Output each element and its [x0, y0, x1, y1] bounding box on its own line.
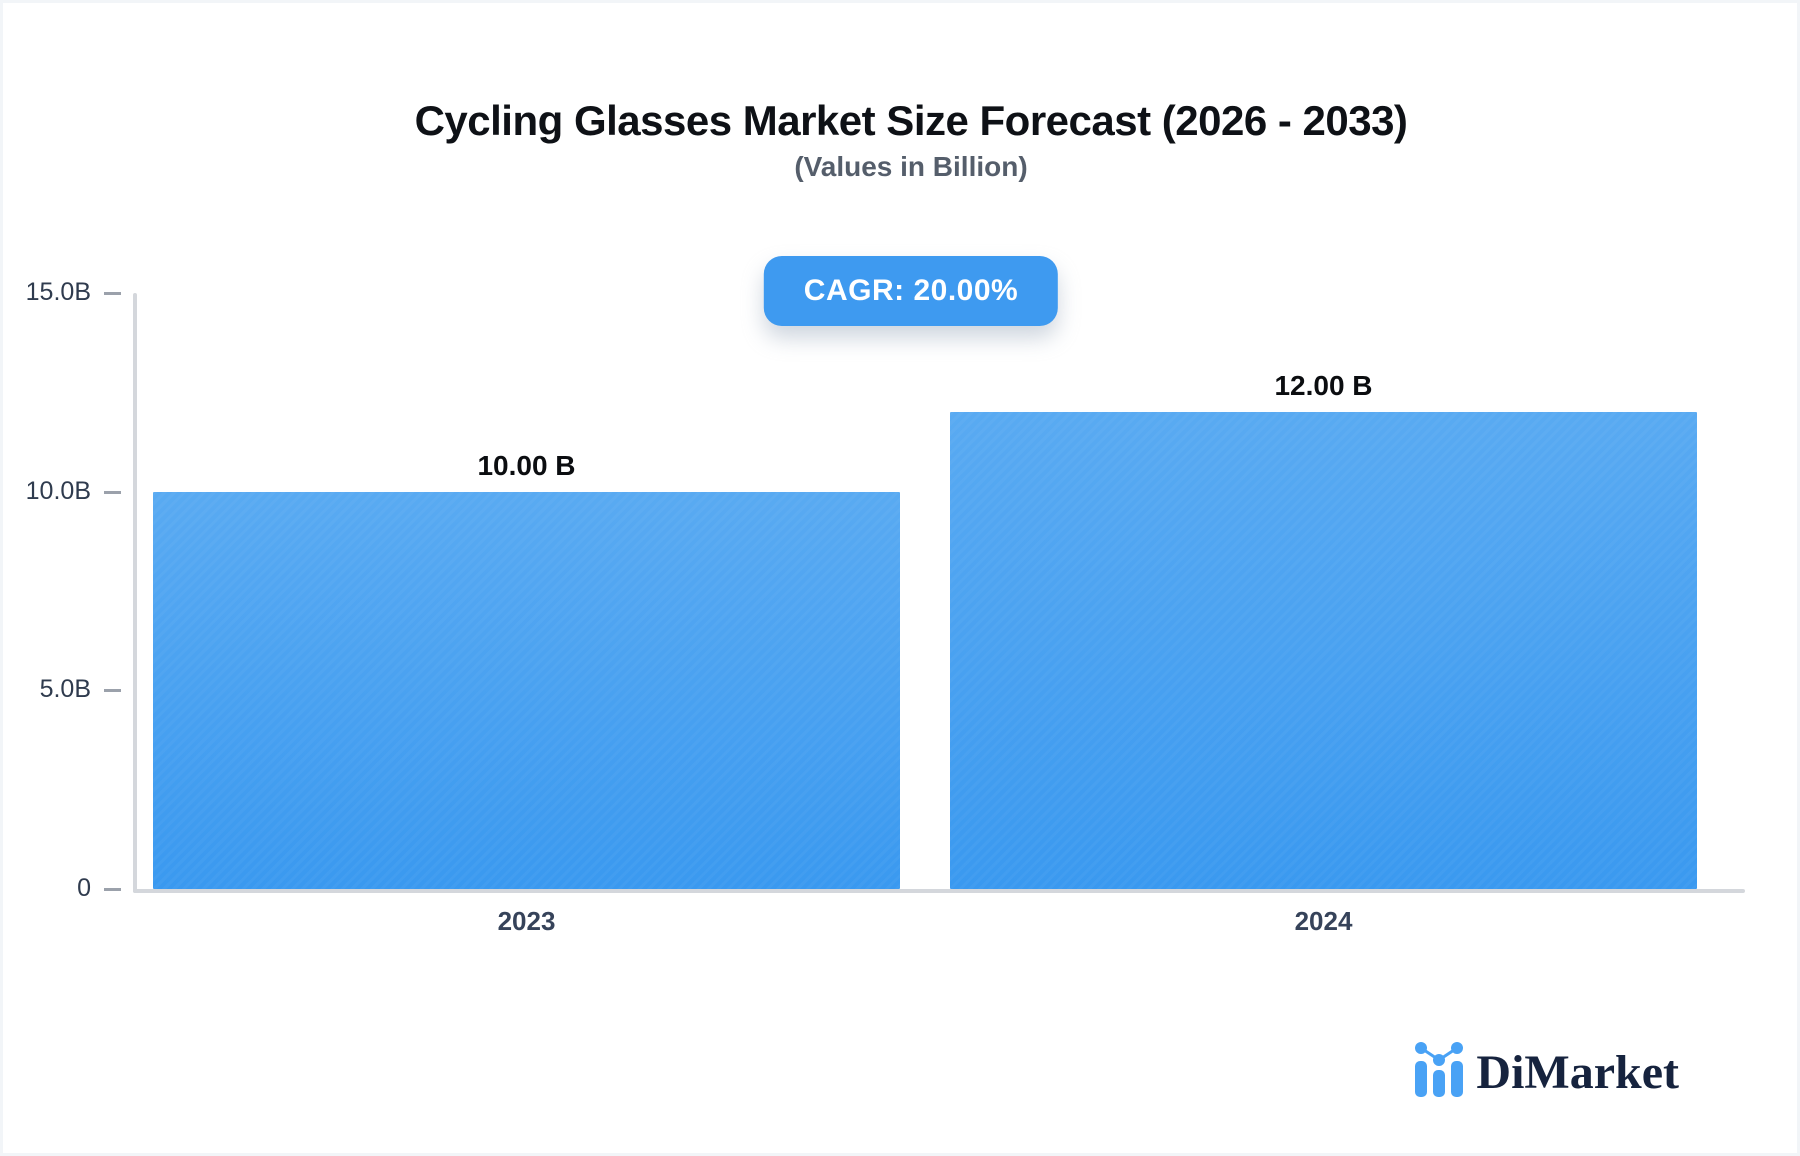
dimarket-logo[interactable]: DiMarket [1414, 1039, 1679, 1097]
y-axis-tick-mark [104, 689, 121, 693]
y-axis-tick-label: 15.0B [25, 278, 91, 306]
dimarket-logo-text: DiMarket [1476, 1046, 1679, 1099]
y-axis-tick-mark [104, 888, 121, 891]
chart-subtitle: (Values in Billion) [794, 151, 1028, 182]
bar-2023[interactable] [153, 491, 900, 890]
y-axis-tick-label: 10.0B [25, 476, 91, 505]
x-axis-category-label: 2024 [1294, 906, 1353, 936]
bar-chart-logo-icon [1415, 1042, 1464, 1097]
chart-title: Cycling Glasses Market Size Forecast (20… [414, 97, 1408, 144]
bar-value-label: 12.00 B [1274, 370, 1373, 402]
y-axis-tick-label: 5.0B [39, 675, 91, 704]
plot-area: 15.0B 10.0B 5.0B 0 10.00 B 12.00 B 2023 2024 [3, 3, 1797, 1153]
cagr-badge: CAGR: 20.00% [763, 256, 1059, 326]
y-axis-tick-mark [104, 490, 121, 494]
y-axis-tick-label: 0 [77, 874, 91, 902]
bar-value-label: 10.00 B [477, 449, 576, 481]
x-axis-line [133, 889, 1745, 893]
x-axis-category-label: 2023 [497, 906, 556, 936]
bar-2024[interactable] [950, 412, 1697, 889]
y-axis-tick-mark [104, 292, 121, 295]
y-axis-line [133, 293, 137, 893]
